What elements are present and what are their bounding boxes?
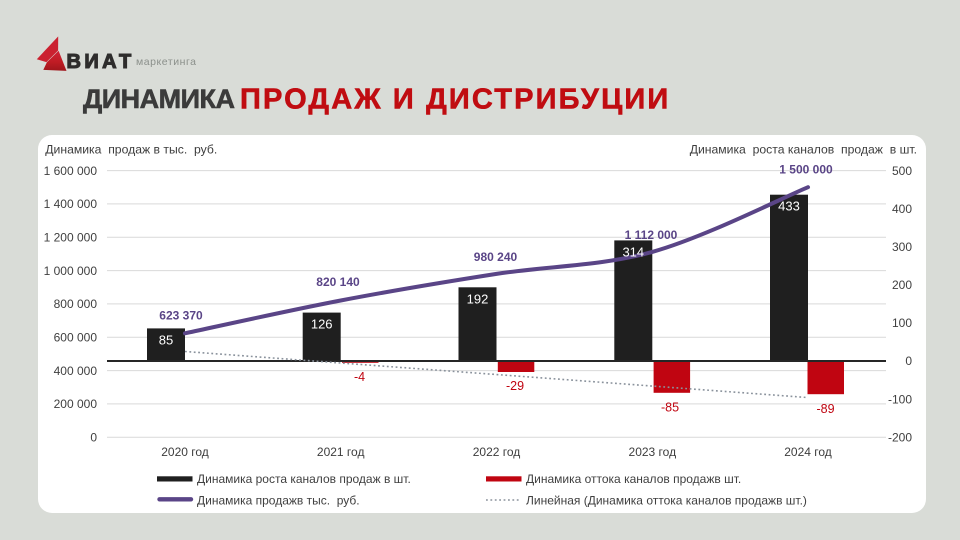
svg-text:200 000: 200 000	[54, 397, 98, 411]
svg-text:85: 85	[159, 332, 173, 347]
svg-text:1 400 000: 1 400 000	[44, 197, 98, 211]
svg-text:800 000: 800 000	[54, 297, 98, 311]
svg-text:820 140: 820 140	[316, 275, 360, 289]
svg-text:300: 300	[892, 240, 912, 254]
svg-text:0: 0	[90, 430, 97, 444]
svg-text:400 000: 400 000	[54, 364, 98, 378]
svg-text:маркетинга: маркетинга	[136, 56, 197, 68]
svg-text:0: 0	[905, 354, 912, 368]
svg-text:-100: -100	[888, 392, 912, 406]
svg-text:400: 400	[892, 202, 912, 216]
svg-text:-29: -29	[506, 379, 524, 393]
svg-text:1 200 000: 1 200 000	[44, 231, 98, 245]
svg-text:433: 433	[778, 199, 800, 214]
svg-text:Динамика роста каналов прода: Динамика роста каналов продаж в шт.	[690, 143, 917, 157]
svg-text:314: 314	[622, 244, 644, 259]
svg-text:1 112 000: 1 112 000	[625, 228, 678, 242]
svg-text:192: 192	[467, 291, 489, 306]
svg-text:1 000 000: 1 000 000	[44, 264, 98, 278]
svg-text:623 370: 623 370	[159, 308, 203, 322]
svg-text:-4: -4	[354, 370, 365, 384]
svg-text:2024 год: 2024 год	[784, 445, 832, 459]
svg-text:Динамика роста каналов продаж: Динамика роста каналов продаж в шт.	[197, 472, 411, 486]
svg-text:200: 200	[892, 278, 912, 292]
svg-text:1 600 000: 1 600 000	[44, 164, 98, 178]
svg-text:ПРОДАЖ И ДИСТРИБУЦИИ: ПРОДАЖ И ДИСТРИБУЦИИ	[240, 83, 670, 115]
svg-text:100: 100	[892, 316, 912, 330]
svg-text:980 240: 980 240	[474, 250, 518, 264]
svg-text:600 000: 600 000	[54, 330, 98, 344]
svg-text:500: 500	[892, 164, 912, 178]
svg-text:ДИНАМИКА: ДИНАМИКА	[83, 84, 235, 114]
svg-text:Динамика продажв тыс. руб.: Динамика продажв тыс. руб.	[197, 494, 360, 508]
svg-text:1 500 000: 1 500 000	[779, 162, 833, 176]
svg-text:-89: -89	[816, 402, 834, 416]
svg-text:Динамика продаж в тыс. руб.: Динамика продаж в тыс. руб.	[45, 143, 217, 157]
svg-text:126: 126	[311, 317, 333, 332]
svg-text:Линейная (Динамика оттока кана: Линейная (Динамика оттока каналов продаж…	[526, 494, 807, 508]
svg-text:2023 год: 2023 год	[629, 445, 677, 459]
svg-text:-85: -85	[661, 400, 679, 414]
svg-text:ВИАТ: ВИАТ	[67, 51, 135, 73]
svg-text:2022 год: 2022 год	[473, 445, 521, 459]
svg-text:2020 год: 2020 год	[161, 445, 209, 459]
svg-text:Динамика оттока каналов продаж: Динамика оттока каналов продажв шт.	[526, 472, 741, 486]
svg-text:2021 год: 2021 год	[317, 445, 365, 459]
svg-text:-200: -200	[888, 430, 912, 444]
